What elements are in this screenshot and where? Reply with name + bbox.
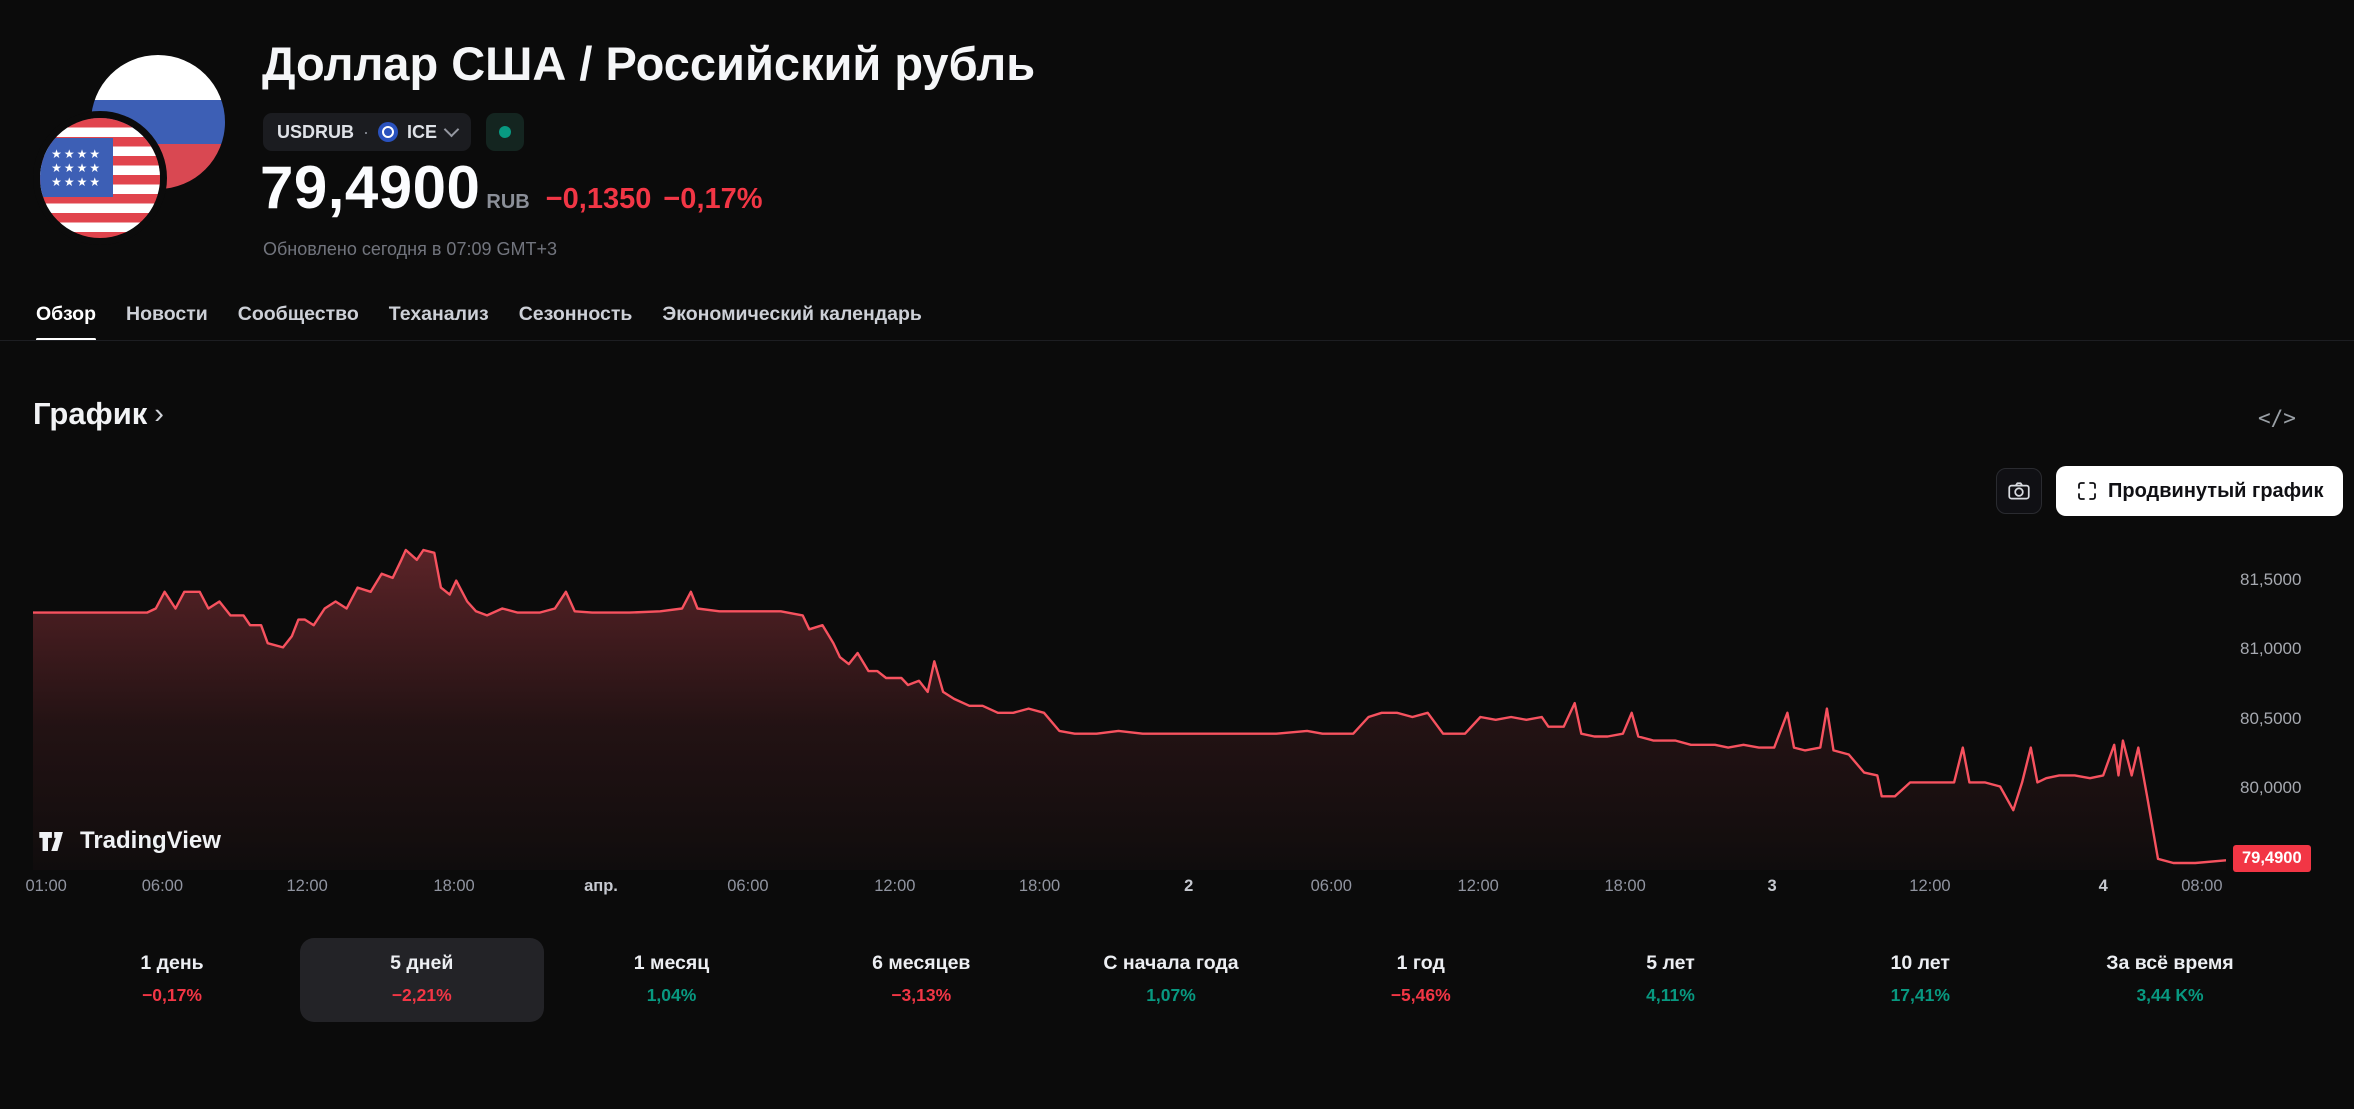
- x-axis-label-0: 01:00: [25, 877, 67, 895]
- tab-0[interactable]: Обзор: [36, 303, 96, 341]
- advanced-chart-label: Продвинутый график: [2108, 479, 2324, 502]
- x-axis-label-10: 12:00: [1457, 877, 1499, 895]
- tab-5[interactable]: Экономический календарь: [662, 303, 922, 341]
- period-change: 3,44 K%: [2136, 985, 2204, 1005]
- tradingview-logo-icon: [39, 831, 63, 851]
- symbol-label: USDRUB: [277, 121, 355, 142]
- tab-bar: Обзор Новости Сообщество Теханализ Сезонност…: [36, 303, 922, 341]
- period-button-0[interactable]: 1 день −0,17%: [50, 938, 294, 1022]
- period-change: 4,11%: [1646, 985, 1695, 1005]
- symbol-logo: ★★★★ ★★★★ ★★★★: [33, 55, 225, 245]
- y-axis-label-1: 81,0000: [2240, 639, 2302, 659]
- chart-area-fill: [33, 550, 2226, 870]
- price-chart[interactable]: [33, 525, 2226, 870]
- period-label: За всё время: [2106, 952, 2234, 974]
- period-label: 1 день: [140, 952, 204, 974]
- x-axis-label-1: 06:00: [141, 877, 184, 895]
- y-axis-label-0: 81,5000: [2240, 569, 2302, 589]
- period-change: 17,41%: [1890, 985, 1950, 1005]
- period-label: С начала года: [1103, 952, 1239, 974]
- period-label: 5 дней: [390, 952, 454, 974]
- embed-code-icon[interactable]: </>: [2252, 405, 2302, 431]
- x-axis-label-3: 18:00: [433, 877, 475, 895]
- camera-icon: [2008, 482, 2030, 500]
- period-label: 1 месяц: [633, 952, 710, 974]
- price-chart-svg[interactable]: [33, 525, 2226, 870]
- tradingview-logo-text: TradingView: [80, 827, 221, 854]
- last-updated-text: Обновлено сегодня в 07:09 GMT+3: [263, 239, 557, 259]
- period-change: −2,21%: [391, 985, 452, 1005]
- period-label: 10 лет: [1890, 952, 1950, 974]
- tab-2[interactable]: Сообщество: [238, 303, 359, 341]
- page-title: Доллар США / Российский рубль: [262, 37, 1036, 90]
- chevron-right-icon: ›: [154, 398, 164, 430]
- period-button-4[interactable]: С начала года 1,07%: [1049, 938, 1293, 1022]
- symbol-switcher-button[interactable]: USDRUB · ICE: [263, 113, 472, 151]
- section-title: График: [33, 396, 148, 431]
- price-change: −0,1350 −0,17%: [546, 183, 763, 216]
- tab-4[interactable]: Сезонность: [519, 303, 633, 341]
- price-currency: RUB: [486, 191, 530, 213]
- period-label: 6 месяцев: [872, 952, 971, 974]
- period-button-7[interactable]: 10 лет 17,41%: [1798, 938, 2042, 1022]
- x-axis-label-9: 06:00: [1310, 877, 1352, 895]
- y-axis-label-3: 80,0000: [2240, 778, 2302, 798]
- period-change: −5,46%: [1390, 985, 1451, 1005]
- period-change: −3,13%: [891, 985, 952, 1005]
- frame-icon: [2078, 482, 2096, 500]
- ice-exchange-icon: [378, 122, 399, 142]
- x-axis-label-5: 06:00: [727, 877, 769, 895]
- period-button-1[interactable]: 5 дней −2,21%: [299, 938, 544, 1022]
- period-selector: 1 день −0,17% 5 дней −2,21% 1 месяц 1,04% 6 ме…: [50, 938, 2292, 1022]
- period-button-8[interactable]: За всё время 3,44 K%: [2048, 938, 2292, 1022]
- x-axis-label-14: 4: [2098, 877, 2108, 895]
- last-price: 79,4900: [260, 154, 481, 221]
- x-axis-label-15: 08:00: [2181, 877, 2223, 895]
- market-open-dot-icon: [499, 126, 512, 138]
- period-label: 1 год: [1396, 952, 1445, 974]
- usa-flag-icon: ★★★★ ★★★★ ★★★★: [33, 111, 167, 245]
- x-axis-label-12: 3: [1767, 877, 1777, 895]
- period-change: −0,17%: [142, 985, 202, 1005]
- last-price-tag: 79,4900: [2233, 845, 2311, 873]
- usa-flag-canton: ★★★★ ★★★★ ★★★★: [40, 138, 114, 198]
- x-axis-label-13: 12:00: [1909, 877, 1951, 895]
- period-change: 1,04%: [646, 985, 697, 1005]
- price-row: 79,4900 RUB −0,1350 −0,17%: [260, 158, 763, 218]
- separator-dot: ·: [363, 121, 370, 142]
- x-axis-label-8: 2: [1184, 877, 1194, 895]
- chart-section-link[interactable]: График ›: [33, 396, 164, 432]
- period-change: 1,07%: [1146, 985, 1196, 1005]
- chart-price-line: [33, 548, 2226, 865]
- tab-divider: [0, 340, 2354, 341]
- x-axis-label-7: 18:00: [1018, 877, 1061, 895]
- market-status-button[interactable]: [486, 113, 525, 151]
- period-button-3[interactable]: 6 месяцев −3,13%: [799, 938, 1043, 1022]
- x-axis-label-6: 12:00: [874, 877, 916, 895]
- x-axis-label-4: апр.: [584, 877, 618, 895]
- chevron-down-icon: [443, 121, 460, 138]
- period-button-2[interactable]: 1 месяц 1,04%: [550, 938, 794, 1022]
- x-axis-label-11: 18:00: [1604, 877, 1646, 895]
- period-button-5[interactable]: 1 год −5,46%: [1299, 938, 1543, 1022]
- period-label: 5 лет: [1646, 952, 1695, 974]
- price-change-abs: −0,1350: [545, 183, 652, 215]
- tab-3[interactable]: Теханализ: [389, 303, 489, 341]
- tab-1[interactable]: Новости: [126, 303, 208, 341]
- period-button-6[interactable]: 5 лет 4,11%: [1549, 938, 1793, 1022]
- tradingview-watermark: TradingView: [38, 827, 221, 855]
- price-change-pct: −0,17%: [663, 183, 763, 215]
- y-axis-label-2: 80,5000: [2240, 708, 2302, 728]
- exchange-label: ICE: [407, 121, 438, 142]
- x-axis-label-2: 12:00: [286, 877, 328, 895]
- symbol-pill-row: USDRUB · ICE: [263, 113, 525, 151]
- advanced-chart-button[interactable]: Продвинутый график: [2056, 466, 2344, 516]
- snapshot-button[interactable]: [1996, 468, 2042, 514]
